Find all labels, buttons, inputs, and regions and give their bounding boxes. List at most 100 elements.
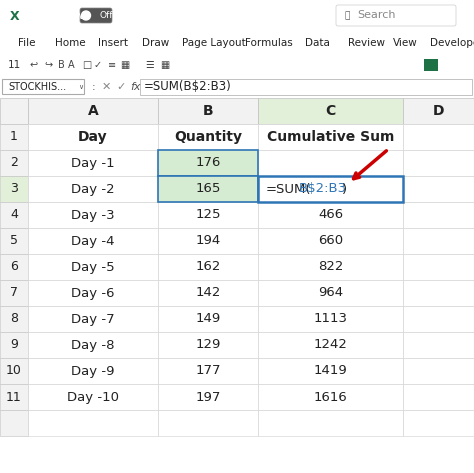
Bar bbox=[258, 228, 403, 254]
Text: 2: 2 bbox=[10, 157, 18, 169]
Text: ▦: ▦ bbox=[120, 60, 129, 70]
Text: View: View bbox=[393, 38, 418, 48]
Bar bbox=[258, 150, 403, 176]
Text: Formulas: Formulas bbox=[245, 38, 293, 48]
Text: 3: 3 bbox=[10, 183, 18, 195]
Bar bbox=[158, 280, 258, 306]
Bar bbox=[28, 384, 158, 410]
Bar bbox=[258, 384, 403, 410]
Bar bbox=[28, 410, 158, 436]
Text: Quantity: Quantity bbox=[174, 130, 242, 144]
Bar bbox=[258, 280, 403, 306]
Text: 1616: 1616 bbox=[314, 391, 347, 403]
Bar bbox=[28, 124, 158, 150]
Text: Day -7: Day -7 bbox=[71, 313, 115, 325]
Text: STOCKHIS...: STOCKHIS... bbox=[8, 81, 66, 91]
Bar bbox=[0, 358, 28, 384]
Text: =SUM(: =SUM( bbox=[266, 183, 311, 195]
FancyBboxPatch shape bbox=[80, 8, 112, 23]
Text: Day -2: Day -2 bbox=[71, 183, 115, 195]
Bar bbox=[28, 306, 158, 332]
Text: 165: 165 bbox=[195, 183, 221, 195]
Text: ): ) bbox=[342, 183, 347, 195]
Bar bbox=[158, 410, 258, 436]
Text: Day -1: Day -1 bbox=[71, 157, 115, 169]
Text: 1: 1 bbox=[10, 131, 18, 143]
Circle shape bbox=[82, 11, 91, 20]
Text: ↩: ↩ bbox=[30, 60, 38, 70]
Bar bbox=[403, 306, 474, 332]
Text: ☰: ☰ bbox=[145, 60, 154, 70]
Bar bbox=[0, 280, 28, 306]
Bar bbox=[0, 410, 28, 436]
Text: ▦: ▦ bbox=[160, 60, 169, 70]
Text: Day -3: Day -3 bbox=[71, 209, 115, 221]
Bar bbox=[158, 124, 258, 150]
Bar bbox=[28, 332, 158, 358]
Text: ✓: ✓ bbox=[94, 60, 102, 70]
Bar bbox=[28, 254, 158, 280]
Text: Draw: Draw bbox=[142, 38, 169, 48]
Text: 129: 129 bbox=[195, 339, 221, 351]
Bar bbox=[403, 228, 474, 254]
Text: 176: 176 bbox=[195, 157, 221, 169]
Text: ✓: ✓ bbox=[116, 81, 126, 91]
Bar bbox=[158, 98, 258, 124]
Text: Developer: Developer bbox=[430, 38, 474, 48]
Text: 7: 7 bbox=[10, 287, 18, 299]
Text: Day -5: Day -5 bbox=[71, 261, 115, 273]
FancyBboxPatch shape bbox=[5, 6, 25, 26]
Text: □: □ bbox=[82, 60, 91, 70]
Bar bbox=[158, 384, 258, 410]
Bar bbox=[28, 176, 158, 202]
Bar bbox=[158, 358, 258, 384]
Text: Day: Day bbox=[78, 130, 108, 144]
Text: 660: 660 bbox=[318, 235, 343, 247]
Bar bbox=[403, 332, 474, 358]
Bar bbox=[0, 228, 28, 254]
Bar bbox=[258, 410, 403, 436]
Bar bbox=[0, 254, 28, 280]
Text: D: D bbox=[433, 104, 444, 118]
Text: ∨: ∨ bbox=[78, 84, 83, 89]
Bar bbox=[0, 202, 28, 228]
Bar bbox=[28, 358, 158, 384]
Text: Book1 - Excel: Book1 - Excel bbox=[195, 9, 279, 23]
Text: 142: 142 bbox=[195, 287, 221, 299]
Text: 10: 10 bbox=[6, 365, 22, 377]
Bar bbox=[403, 150, 474, 176]
Text: B: B bbox=[58, 60, 65, 70]
Bar bbox=[403, 384, 474, 410]
Bar bbox=[158, 306, 258, 332]
Text: Off: Off bbox=[100, 11, 113, 20]
Bar bbox=[258, 202, 403, 228]
Text: ⊟: ⊟ bbox=[119, 10, 129, 23]
Text: 🔍: 🔍 bbox=[345, 11, 350, 20]
Text: Day -9: Day -9 bbox=[71, 365, 115, 377]
Text: Page Layout: Page Layout bbox=[182, 38, 246, 48]
Bar bbox=[403, 280, 474, 306]
Text: Search: Search bbox=[357, 10, 395, 20]
Bar bbox=[0, 306, 28, 332]
Bar bbox=[0, 124, 28, 150]
Text: 4: 4 bbox=[10, 209, 18, 221]
Bar bbox=[258, 358, 403, 384]
Text: B: B bbox=[203, 104, 213, 118]
Text: 1113: 1113 bbox=[313, 313, 347, 325]
Text: 177: 177 bbox=[195, 365, 221, 377]
Text: 11: 11 bbox=[8, 60, 21, 70]
Bar bbox=[28, 150, 158, 176]
Text: ✕: ✕ bbox=[102, 81, 111, 91]
Bar bbox=[158, 176, 258, 202]
Text: 125: 125 bbox=[195, 209, 221, 221]
Text: 1242: 1242 bbox=[314, 339, 347, 351]
Bar bbox=[0, 384, 28, 410]
Text: Insert: Insert bbox=[98, 38, 128, 48]
Bar bbox=[2, 79, 84, 94]
Text: Cumulative Sum: Cumulative Sum bbox=[267, 130, 394, 144]
Text: 6: 6 bbox=[10, 261, 18, 273]
Text: File: File bbox=[18, 38, 36, 48]
Bar bbox=[0, 332, 28, 358]
Text: A: A bbox=[88, 104, 99, 118]
Text: Data: Data bbox=[305, 38, 330, 48]
